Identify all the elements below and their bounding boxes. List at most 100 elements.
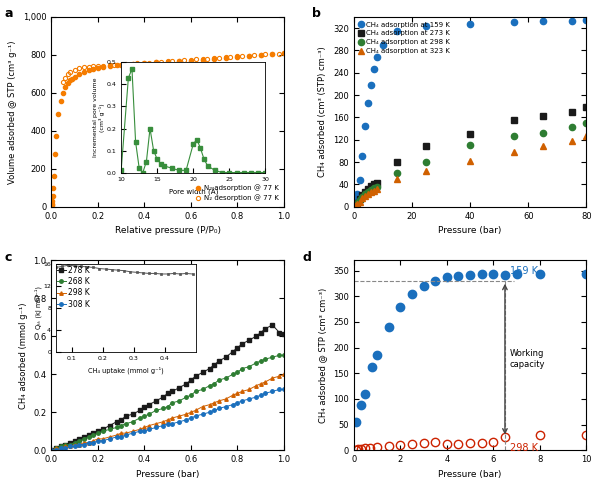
CH₄ adsorption at 159 K [350, 203, 358, 208]
308 K [85, 440, 92, 446]
278 K [269, 322, 276, 328]
Text: 159 K: 159 K [509, 266, 538, 276]
Line: CH₄ adsorption at 159 K: CH₄ adsorption at 159 K [351, 17, 589, 209]
278 K [160, 394, 167, 400]
268 K [118, 423, 125, 429]
CH₄ adsorption at 159 K [365, 100, 372, 106]
308 K [245, 396, 253, 402]
298 K [57, 446, 64, 451]
298 K [245, 387, 253, 393]
308 K [129, 430, 136, 436]
268 K [113, 425, 120, 431]
N₂ desorption @ 77 K [141, 60, 148, 66]
N₂ adsorption @ 77 K [89, 66, 97, 72]
N₂ desorption @ 77 K [262, 52, 269, 57]
268 K [99, 429, 106, 434]
298 K [215, 398, 223, 404]
N₂ desorption @ 77 K [239, 53, 246, 59]
278 K [192, 373, 199, 379]
298 K [257, 381, 265, 387]
268 K [136, 415, 143, 421]
308 K [239, 398, 246, 404]
CH₄ adsorption at 298 K [365, 189, 372, 195]
Legend: N₂ adsorption @ 77 K, N₂ desorption @ 77 K: N₂ adsorption @ 77 K, N₂ desorption @ 77… [193, 182, 281, 203]
278 K [57, 444, 64, 450]
X-axis label: Pressure (bar): Pressure (bar) [439, 226, 502, 235]
CH₄ adsorption at 159 K [352, 199, 359, 205]
278 K [276, 330, 283, 336]
N₂ desorption @ 77 K [169, 58, 176, 64]
CH₄ adsorption at 298 K [373, 184, 380, 189]
CH₄ adsorption at 323 K [373, 187, 380, 192]
CH₄ adsorption at 159 K [466, 20, 473, 26]
N₂ desorption @ 77 K [215, 55, 223, 60]
N₂ desorption @ 77 K [181, 57, 188, 63]
N₂ desorption @ 77 K [85, 64, 92, 70]
268 K [211, 381, 218, 387]
298 K [199, 404, 206, 410]
308 K [94, 438, 101, 444]
N₂ adsorption @ 77 K [269, 51, 276, 57]
278 K [206, 366, 213, 372]
268 K [169, 400, 176, 406]
308 K [99, 438, 106, 444]
CH₄ adsorption at 159 K [510, 19, 517, 25]
268 K [152, 408, 160, 413]
CH₄ adsorption at 323 K [510, 149, 517, 155]
298 K [160, 419, 167, 425]
Line: 308 K: 308 K [50, 388, 286, 452]
Text: d: d [302, 251, 311, 264]
278 K [62, 442, 69, 448]
268 K [215, 377, 223, 383]
CH₄ adsorption at 273 K [423, 144, 430, 150]
CH₄ adsorption at 323 K [352, 203, 359, 208]
308 K [211, 408, 218, 413]
298 K [234, 391, 241, 396]
268 K [52, 446, 59, 451]
CH₄ adsorption at 323 K [568, 138, 575, 144]
278 K [141, 404, 148, 410]
308 K [262, 391, 269, 396]
298 K [239, 389, 246, 394]
CH₄ adsorption at 323 K [351, 203, 358, 209]
268 K [94, 430, 101, 436]
268 K [122, 421, 130, 427]
N₂ desorption @ 77 K [145, 60, 152, 66]
278 K [215, 358, 223, 364]
CH₄ adsorption at 159 K [373, 54, 380, 60]
CH₄ adsorption at 323 K [423, 168, 430, 174]
298 K [129, 429, 136, 434]
278 K [234, 345, 241, 351]
268 K [62, 442, 69, 448]
268 K [192, 389, 199, 394]
N₂ desorption @ 77 K [203, 56, 211, 61]
N₂ desorption @ 77 K [71, 67, 78, 73]
N₂ adsorption @ 77 K [211, 56, 218, 62]
308 K [215, 406, 223, 412]
CH₄ adsorption at 298 K [362, 191, 369, 197]
278 K [71, 438, 78, 444]
N₂ adsorption @ 77 K [99, 64, 106, 70]
N₂ adsorption @ 77 K [50, 173, 58, 179]
CH₄ adsorption at 159 K [351, 201, 358, 207]
CH₄ adsorption at 159 K [362, 123, 369, 129]
298 K [62, 444, 69, 450]
CH₄ adsorption at 273 K [368, 183, 375, 189]
N₂ desorption @ 77 K [234, 54, 241, 59]
268 K [182, 394, 190, 400]
268 K [85, 434, 92, 440]
298 K [152, 421, 160, 427]
CH₄ adsorption at 273 K [350, 203, 358, 209]
308 K [52, 448, 59, 453]
CH₄ adsorption at 298 K [350, 203, 358, 209]
N₂ adsorption @ 77 K [52, 133, 59, 139]
N₂ desorption @ 77 K [152, 59, 160, 65]
N₂ adsorption @ 77 K [106, 63, 113, 69]
CH₄ adsorption at 323 K [356, 199, 363, 205]
CH₄ adsorption at 323 K [539, 144, 547, 150]
Y-axis label: Volume adsorbed @ STP (cm³ g⁻¹): Volume adsorbed @ STP (cm³ g⁻¹) [8, 40, 17, 184]
N₂ adsorption @ 77 K [49, 193, 56, 199]
278 K [145, 402, 152, 408]
CH₄ adsorption at 323 K [362, 193, 369, 199]
X-axis label: Pressure (bar): Pressure (bar) [136, 469, 199, 479]
